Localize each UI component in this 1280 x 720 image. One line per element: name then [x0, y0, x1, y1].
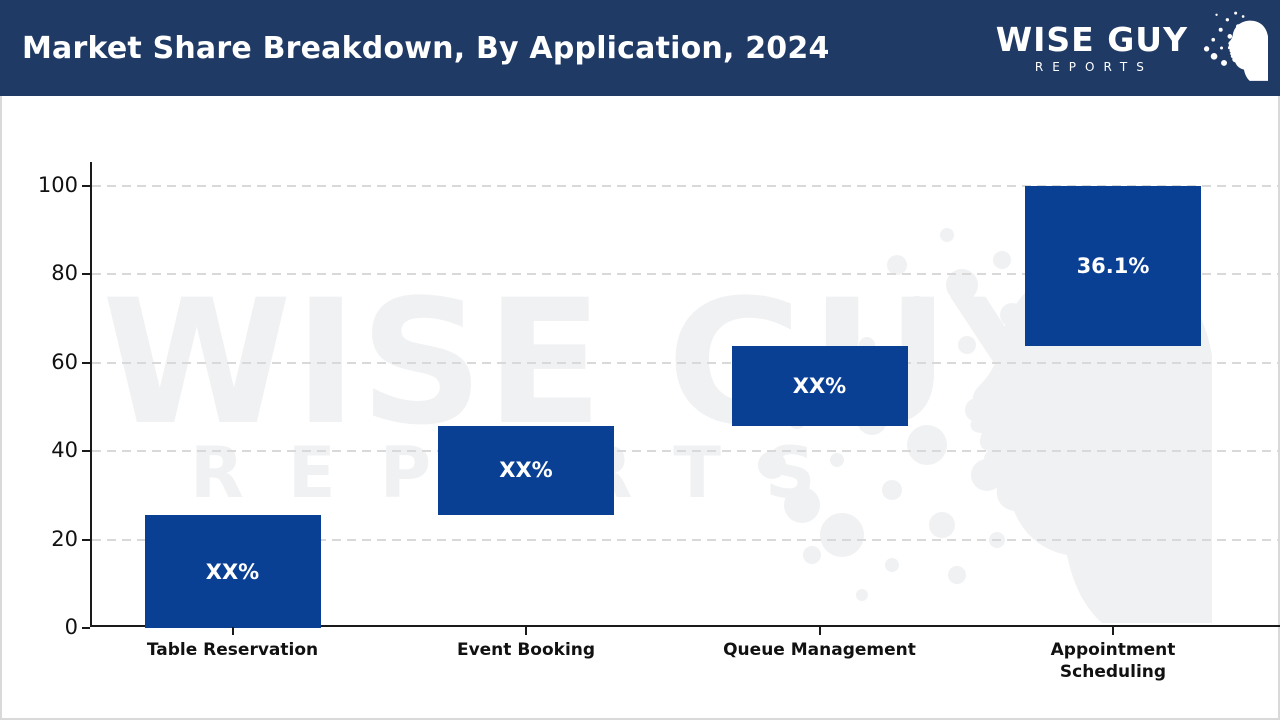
gridline: [92, 538, 1279, 541]
y-tick-mark: [82, 273, 90, 276]
x-tick-mark: [1112, 627, 1114, 635]
logo-sub-label: REPORTS: [1034, 60, 1153, 74]
y-tick-mark: [82, 627, 90, 629]
gridline: [92, 450, 1279, 453]
y-tick-label: 0: [64, 615, 78, 639]
y-tick-label: 40: [51, 438, 78, 463]
y-axis-spine: [90, 162, 92, 627]
y-tick-mark: [82, 450, 90, 453]
gridline: [92, 185, 1279, 187]
x-category-label: Appointment Scheduling: [1050, 640, 1176, 683]
dotted-face-watermark-icon: [758, 218, 1212, 623]
y-tick-mark: [82, 361, 90, 364]
bar-value-label: 36.1%: [1076, 253, 1150, 278]
x-category-label: Table Reservation: [146, 640, 319, 660]
y-tick-label: 20: [51, 526, 78, 551]
bar-segment: XX%: [731, 345, 908, 426]
bar-value-label: XX%: [792, 373, 847, 398]
y-tick-mark: [82, 538, 90, 541]
x-tick-mark: [818, 627, 821, 635]
logo-face-icon: [1203, 11, 1268, 81]
x-category-label: Queue Management: [723, 640, 916, 660]
y-tick-label: 80: [51, 261, 78, 286]
x-tick-mark: [231, 627, 234, 635]
logo-text: WISE GUY REPORTS: [996, 23, 1188, 73]
y-tick-mark: [82, 185, 90, 187]
logo-brand-label: WISE GUY: [995, 20, 1188, 59]
bar-segment: 36.1%: [1025, 186, 1201, 346]
y-tick-label: 100: [37, 173, 78, 197]
y-tick-label: 60: [51, 349, 78, 374]
x-category-label: Event Booking: [456, 640, 596, 660]
header-bar: Market Share Breakdown, By Application, …: [0, 0, 1280, 96]
chart-title: Market Share Breakdown, By Application, …: [22, 30, 830, 66]
gridline: [92, 361, 1279, 364]
x-tick-mark: [525, 627, 527, 635]
bar-segment: XX%: [438, 425, 614, 516]
bar-value-label: XX%: [205, 559, 260, 584]
bar-segment: XX%: [144, 515, 321, 628]
wise-guy-reports-logo: WISE GUY REPORTS: [996, 4, 1268, 92]
bar-value-label: XX%: [499, 458, 553, 483]
x-axis-line: [90, 625, 1280, 627]
gridline: [92, 273, 1279, 276]
